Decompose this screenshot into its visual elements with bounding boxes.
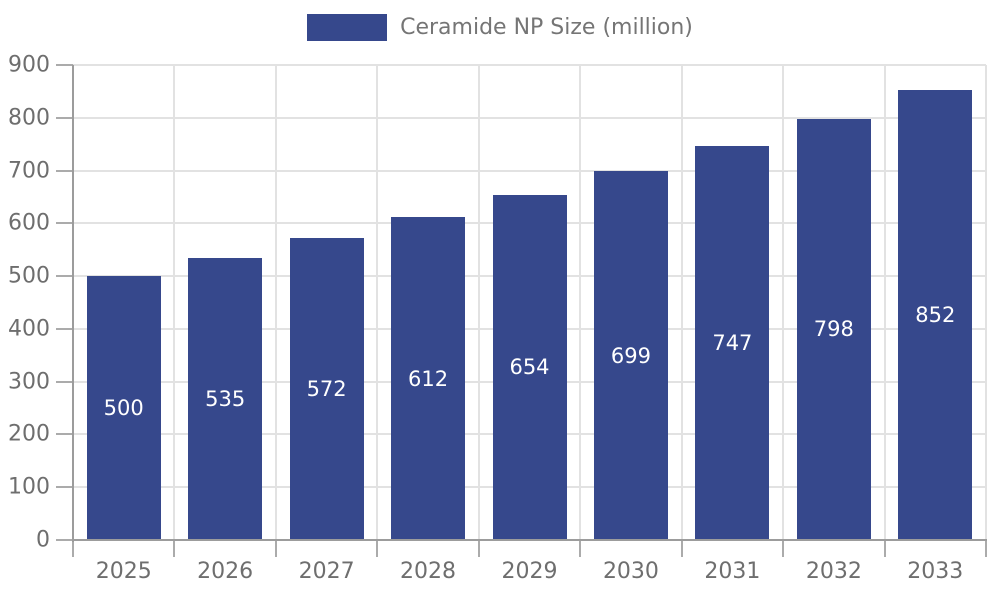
y-tick bbox=[56, 64, 73, 66]
bar-value-label: 500 bbox=[103, 396, 144, 421]
x-grid-line bbox=[883, 65, 886, 540]
x-axis-line bbox=[72, 539, 987, 541]
x-grid-line bbox=[782, 65, 785, 540]
x-tick bbox=[274, 540, 277, 557]
bar-value-label: 612 bbox=[408, 366, 449, 391]
y-tick-label: 800 bbox=[8, 105, 50, 131]
y-tick bbox=[56, 486, 73, 489]
y-tick bbox=[56, 275, 73, 278]
x-tick-label: 2030 bbox=[602, 559, 659, 584]
x-tick-label: 2028 bbox=[400, 559, 457, 584]
x-grid-line bbox=[477, 65, 480, 540]
y-tick-label: 400 bbox=[8, 316, 50, 342]
x-tick-label: 2033 bbox=[907, 559, 964, 584]
x-tick bbox=[376, 540, 379, 557]
bar bbox=[86, 276, 161, 540]
bar-value-label: 798 bbox=[813, 317, 854, 342]
y-tick bbox=[56, 433, 73, 436]
bar bbox=[391, 217, 466, 540]
y-tick bbox=[56, 222, 73, 225]
bar-value-label: 747 bbox=[712, 330, 753, 355]
y-grid-line bbox=[73, 116, 986, 119]
bar bbox=[492, 194, 567, 540]
bar bbox=[289, 238, 364, 540]
x-tick-label: 2025 bbox=[95, 559, 152, 584]
bar bbox=[188, 257, 263, 540]
x-tick-label: 2029 bbox=[501, 559, 558, 584]
y-tick-label: 0 bbox=[36, 527, 50, 553]
y-tick-label: 500 bbox=[8, 263, 50, 289]
bar bbox=[593, 171, 668, 540]
y-grid-line bbox=[73, 169, 986, 172]
x-tick bbox=[680, 540, 683, 557]
y-tick bbox=[56, 169, 73, 172]
x-tick bbox=[782, 540, 785, 557]
x-tick bbox=[579, 540, 582, 557]
bar bbox=[898, 90, 973, 540]
x-tick bbox=[173, 540, 176, 557]
bar-value-label: 654 bbox=[509, 355, 550, 380]
y-axis-line bbox=[72, 65, 74, 542]
x-tick bbox=[72, 540, 74, 557]
x-tick-label: 2026 bbox=[197, 559, 254, 584]
x-grid-line bbox=[680, 65, 683, 540]
x-grid-line bbox=[579, 65, 582, 540]
x-tick bbox=[477, 540, 480, 557]
x-tick-label: 2031 bbox=[704, 559, 761, 584]
bar bbox=[796, 118, 871, 540]
x-grid-line bbox=[376, 65, 379, 540]
y-tick-label: 200 bbox=[8, 421, 50, 447]
bar-value-label: 699 bbox=[610, 343, 651, 368]
bar bbox=[695, 145, 770, 540]
bar-value-label: 852 bbox=[915, 303, 956, 328]
legend-swatch bbox=[307, 14, 388, 41]
y-grid-line bbox=[73, 64, 986, 66]
legend: Ceramide NP Size (million) bbox=[0, 14, 1000, 41]
x-grid-line bbox=[985, 65, 987, 540]
y-tick-label: 300 bbox=[8, 369, 50, 395]
y-tick-label: 700 bbox=[8, 158, 50, 184]
x-tick-label: 2027 bbox=[298, 559, 355, 584]
bar-value-label: 535 bbox=[205, 386, 246, 411]
x-grid-line bbox=[274, 65, 277, 540]
y-tick bbox=[56, 327, 73, 330]
y-tick bbox=[56, 539, 73, 541]
y-tick-label: 600 bbox=[8, 210, 50, 236]
bar-value-label: 572 bbox=[306, 377, 347, 402]
y-tick-label: 900 bbox=[8, 52, 50, 78]
y-tick-label: 100 bbox=[8, 474, 50, 500]
x-tick bbox=[985, 540, 987, 557]
x-tick-label: 2032 bbox=[805, 559, 862, 584]
y-tick bbox=[56, 380, 73, 383]
y-tick bbox=[56, 116, 73, 119]
x-grid-line bbox=[173, 65, 176, 540]
legend-label: Ceramide NP Size (million) bbox=[400, 15, 693, 40]
x-tick bbox=[883, 540, 886, 557]
